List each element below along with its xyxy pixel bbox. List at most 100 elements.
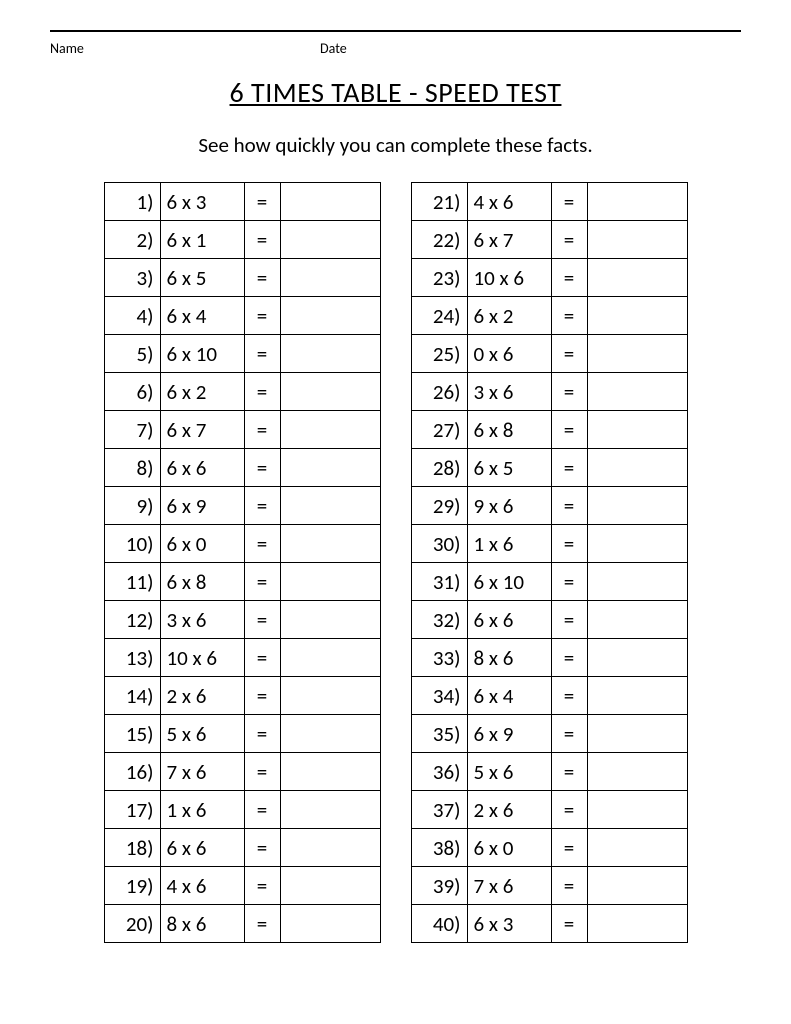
answer-cell[interactable] [587, 335, 687, 373]
equals-cell: = [244, 753, 280, 791]
answer-cell[interactable] [280, 791, 380, 829]
answer-cell[interactable] [587, 867, 687, 905]
answer-cell[interactable] [280, 677, 380, 715]
answer-cell[interactable] [587, 487, 687, 525]
table-row: 31)6 x 10= [411, 563, 687, 601]
answer-cell[interactable] [280, 183, 380, 221]
answer-cell[interactable] [280, 601, 380, 639]
answer-cell[interactable] [587, 221, 687, 259]
table-row: 12)3 x 6= [104, 601, 380, 639]
table-row: 27)6 x 8= [411, 411, 687, 449]
question-number: 40) [411, 905, 467, 943]
equals-cell: = [551, 905, 587, 943]
answer-cell[interactable] [280, 639, 380, 677]
answer-cell[interactable] [587, 373, 687, 411]
equals-cell: = [551, 525, 587, 563]
equals-cell: = [244, 449, 280, 487]
table-row: 24)6 x 2= [411, 297, 687, 335]
answer-cell[interactable] [587, 183, 687, 221]
equals-cell: = [551, 221, 587, 259]
problem-cell: 6 x 0 [467, 829, 551, 867]
answer-cell[interactable] [587, 601, 687, 639]
question-number: 2) [104, 221, 160, 259]
table-row: 28)6 x 5= [411, 449, 687, 487]
question-number: 27) [411, 411, 467, 449]
equals-cell: = [551, 183, 587, 221]
answer-cell[interactable] [280, 221, 380, 259]
table-row: 21)4 x 6= [411, 183, 687, 221]
answer-cell[interactable] [280, 715, 380, 753]
equals-cell: = [551, 867, 587, 905]
answer-cell[interactable] [280, 335, 380, 373]
answer-cell[interactable] [280, 373, 380, 411]
question-number: 11) [104, 563, 160, 601]
answer-cell[interactable] [280, 563, 380, 601]
equals-cell: = [551, 753, 587, 791]
equals-cell: = [551, 829, 587, 867]
question-number: 18) [104, 829, 160, 867]
answer-cell[interactable] [280, 905, 380, 943]
problem-cell: 10 x 6 [467, 259, 551, 297]
answer-cell[interactable] [587, 677, 687, 715]
facts-table-left: 1)6 x 3=2)6 x 1=3)6 x 5=4)6 x 4=5)6 x 10… [104, 182, 381, 943]
table-row: 32)6 x 6= [411, 601, 687, 639]
equals-cell: = [244, 373, 280, 411]
question-number: 19) [104, 867, 160, 905]
answer-cell[interactable] [587, 639, 687, 677]
question-number: 12) [104, 601, 160, 639]
answer-cell[interactable] [280, 411, 380, 449]
answer-cell[interactable] [587, 297, 687, 335]
problem-cell: 6 x 9 [467, 715, 551, 753]
answer-cell[interactable] [280, 259, 380, 297]
problem-cell: 6 x 5 [160, 259, 244, 297]
answer-cell[interactable] [587, 829, 687, 867]
answer-cell[interactable] [587, 525, 687, 563]
answer-cell[interactable] [587, 753, 687, 791]
answer-cell[interactable] [587, 563, 687, 601]
tables-wrap: 1)6 x 3=2)6 x 1=3)6 x 5=4)6 x 4=5)6 x 10… [50, 182, 741, 943]
problem-cell: 6 x 10 [467, 563, 551, 601]
question-number: 28) [411, 449, 467, 487]
equals-cell: = [244, 487, 280, 525]
answer-cell[interactable] [587, 715, 687, 753]
answer-cell[interactable] [587, 791, 687, 829]
problem-cell: 6 x 6 [160, 449, 244, 487]
table-row: 6)6 x 2= [104, 373, 380, 411]
question-number: 9) [104, 487, 160, 525]
question-number: 24) [411, 297, 467, 335]
problem-cell: 3 x 6 [160, 601, 244, 639]
question-number: 29) [411, 487, 467, 525]
answer-cell[interactable] [280, 487, 380, 525]
problem-cell: 4 x 6 [160, 867, 244, 905]
table-row: 14)2 x 6= [104, 677, 380, 715]
table-row: 18)6 x 6= [104, 829, 380, 867]
question-number: 23) [411, 259, 467, 297]
answer-cell[interactable] [280, 525, 380, 563]
answer-cell[interactable] [280, 753, 380, 791]
table-row: 16)7 x 6= [104, 753, 380, 791]
answer-cell[interactable] [587, 411, 687, 449]
question-number: 3) [104, 259, 160, 297]
answer-cell[interactable] [280, 449, 380, 487]
answer-cell[interactable] [280, 297, 380, 335]
equals-cell: = [244, 563, 280, 601]
question-number: 7) [104, 411, 160, 449]
answer-cell[interactable] [280, 867, 380, 905]
equals-cell: = [244, 221, 280, 259]
name-label: Name [50, 40, 320, 57]
problem-cell: 7 x 6 [160, 753, 244, 791]
question-number: 39) [411, 867, 467, 905]
table-row: 25)0 x 6= [411, 335, 687, 373]
facts-table-right: 21)4 x 6=22)6 x 7=23)10 x 6=24)6 x 2=25)… [411, 182, 688, 943]
problem-cell: 6 x 2 [467, 297, 551, 335]
table-row: 17)1 x 6= [104, 791, 380, 829]
equals-cell: = [244, 715, 280, 753]
answer-cell[interactable] [587, 259, 687, 297]
question-number: 20) [104, 905, 160, 943]
worksheet-page: Name Date 6 TIMES TABLE - SPEED TEST See… [0, 0, 791, 943]
question-number: 30) [411, 525, 467, 563]
answer-cell[interactable] [587, 449, 687, 487]
answer-cell[interactable] [587, 905, 687, 943]
answer-cell[interactable] [280, 829, 380, 867]
problem-cell: 8 x 6 [160, 905, 244, 943]
